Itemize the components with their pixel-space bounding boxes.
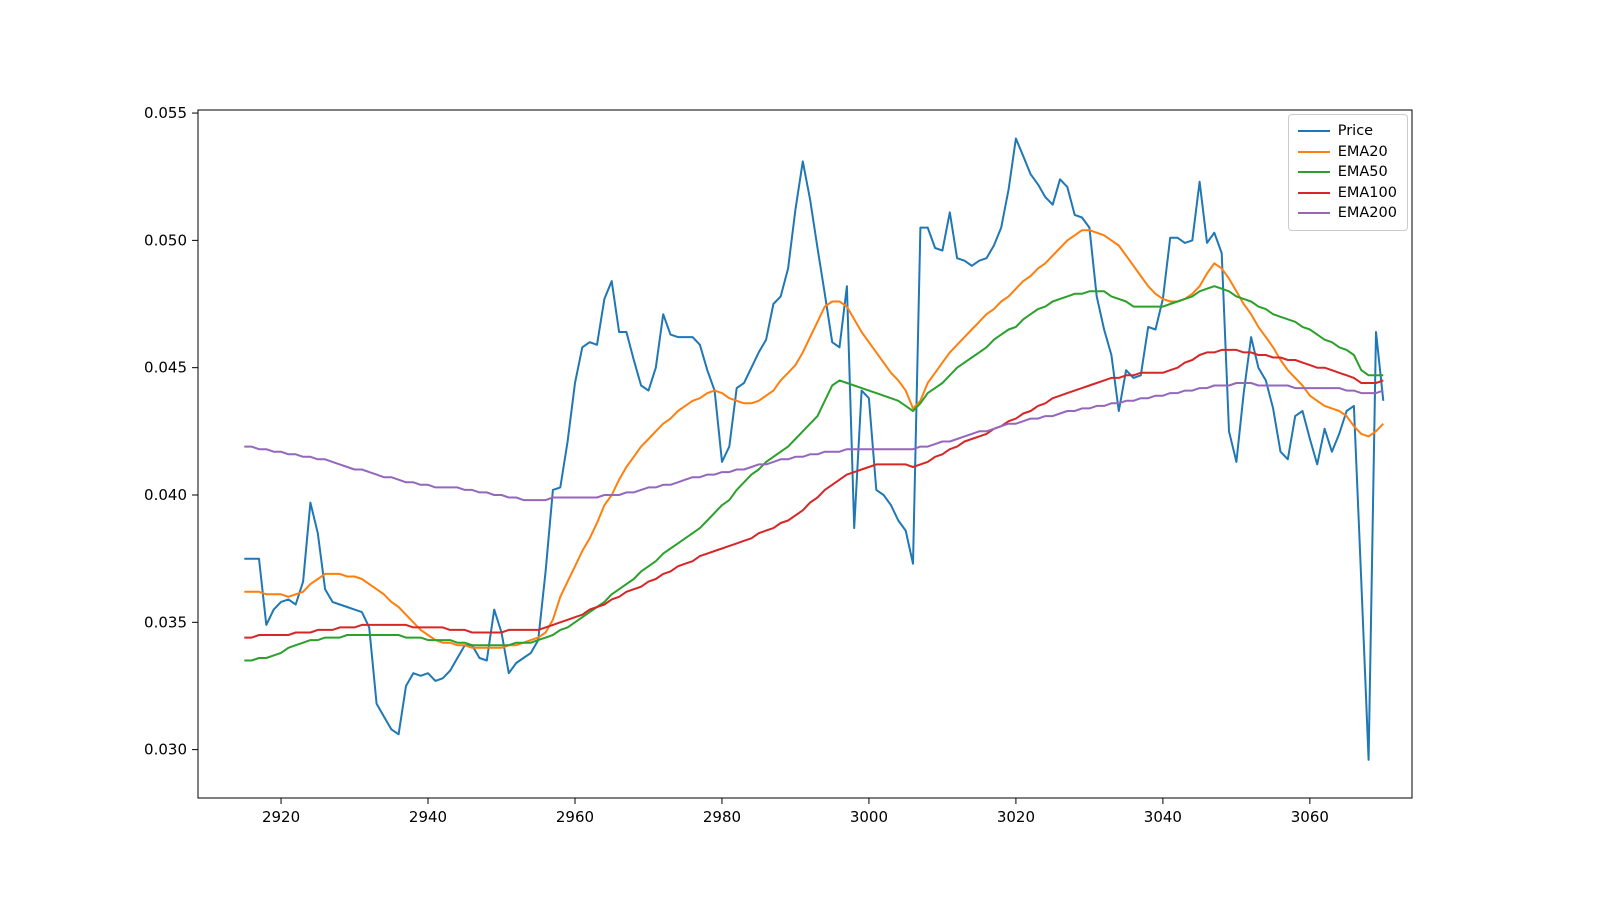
x-axis-tick-label: 3020 (997, 808, 1035, 826)
legend-label: EMA20 (1337, 143, 1388, 160)
legend-item-ema200: EMA200 (1297, 203, 1397, 224)
ema50-line-swatch-icon (1297, 171, 1330, 174)
y-axis-tick-label: 0.040 (144, 486, 187, 504)
x-axis-tick-label: 2960 (556, 808, 594, 826)
y-axis-tick-label: 0.045 (144, 359, 187, 377)
axes-frame (197, 109, 1413, 799)
x-axis-tick-label: 2920 (262, 808, 300, 826)
x-axis-tick-label: 3000 (850, 808, 888, 826)
series-line-price (244, 137, 1385, 761)
legend: Price EMA20 EMA50 EMA100 EMA200 (1287, 114, 1408, 231)
series-line-ema100 (244, 348, 1384, 639)
legend-item-price: Price (1297, 121, 1397, 142)
y-axis-tick-label: 0.030 (144, 741, 187, 759)
ema100-line-swatch-icon (1297, 191, 1330, 194)
legend-label: EMA50 (1337, 164, 1388, 180)
legend-label: Price (1337, 123, 1374, 139)
ema200-line-swatch-icon (1297, 212, 1330, 215)
legend-label: EMA200 (1337, 205, 1397, 221)
y-axis-tick-label: 0.050 (144, 231, 187, 249)
x-axis-tick-label: 2940 (409, 808, 447, 826)
legend-item-ema50: EMA50 (1297, 162, 1397, 183)
x-axis-tick-label: 2980 (703, 808, 741, 826)
x-axis-tick-label: 3060 (1291, 808, 1329, 826)
legend-item-ema20: EMA20 (1297, 142, 1397, 163)
legend-label: EMA100 (1337, 184, 1397, 201)
series-line-ema20 (244, 229, 1385, 649)
legend-item-ema100: EMA100 (1297, 183, 1397, 204)
series-line-ema200 (244, 382, 1384, 502)
ema20-line-swatch-icon (1297, 150, 1330, 153)
series-line-ema50 (244, 285, 1384, 662)
x-axis-tick-label: 3040 (1144, 808, 1182, 826)
price-line-swatch-icon (1297, 130, 1330, 133)
y-axis-tick-label: 0.035 (144, 613, 187, 631)
y-axis-tick-label: 0.055 (144, 104, 187, 122)
